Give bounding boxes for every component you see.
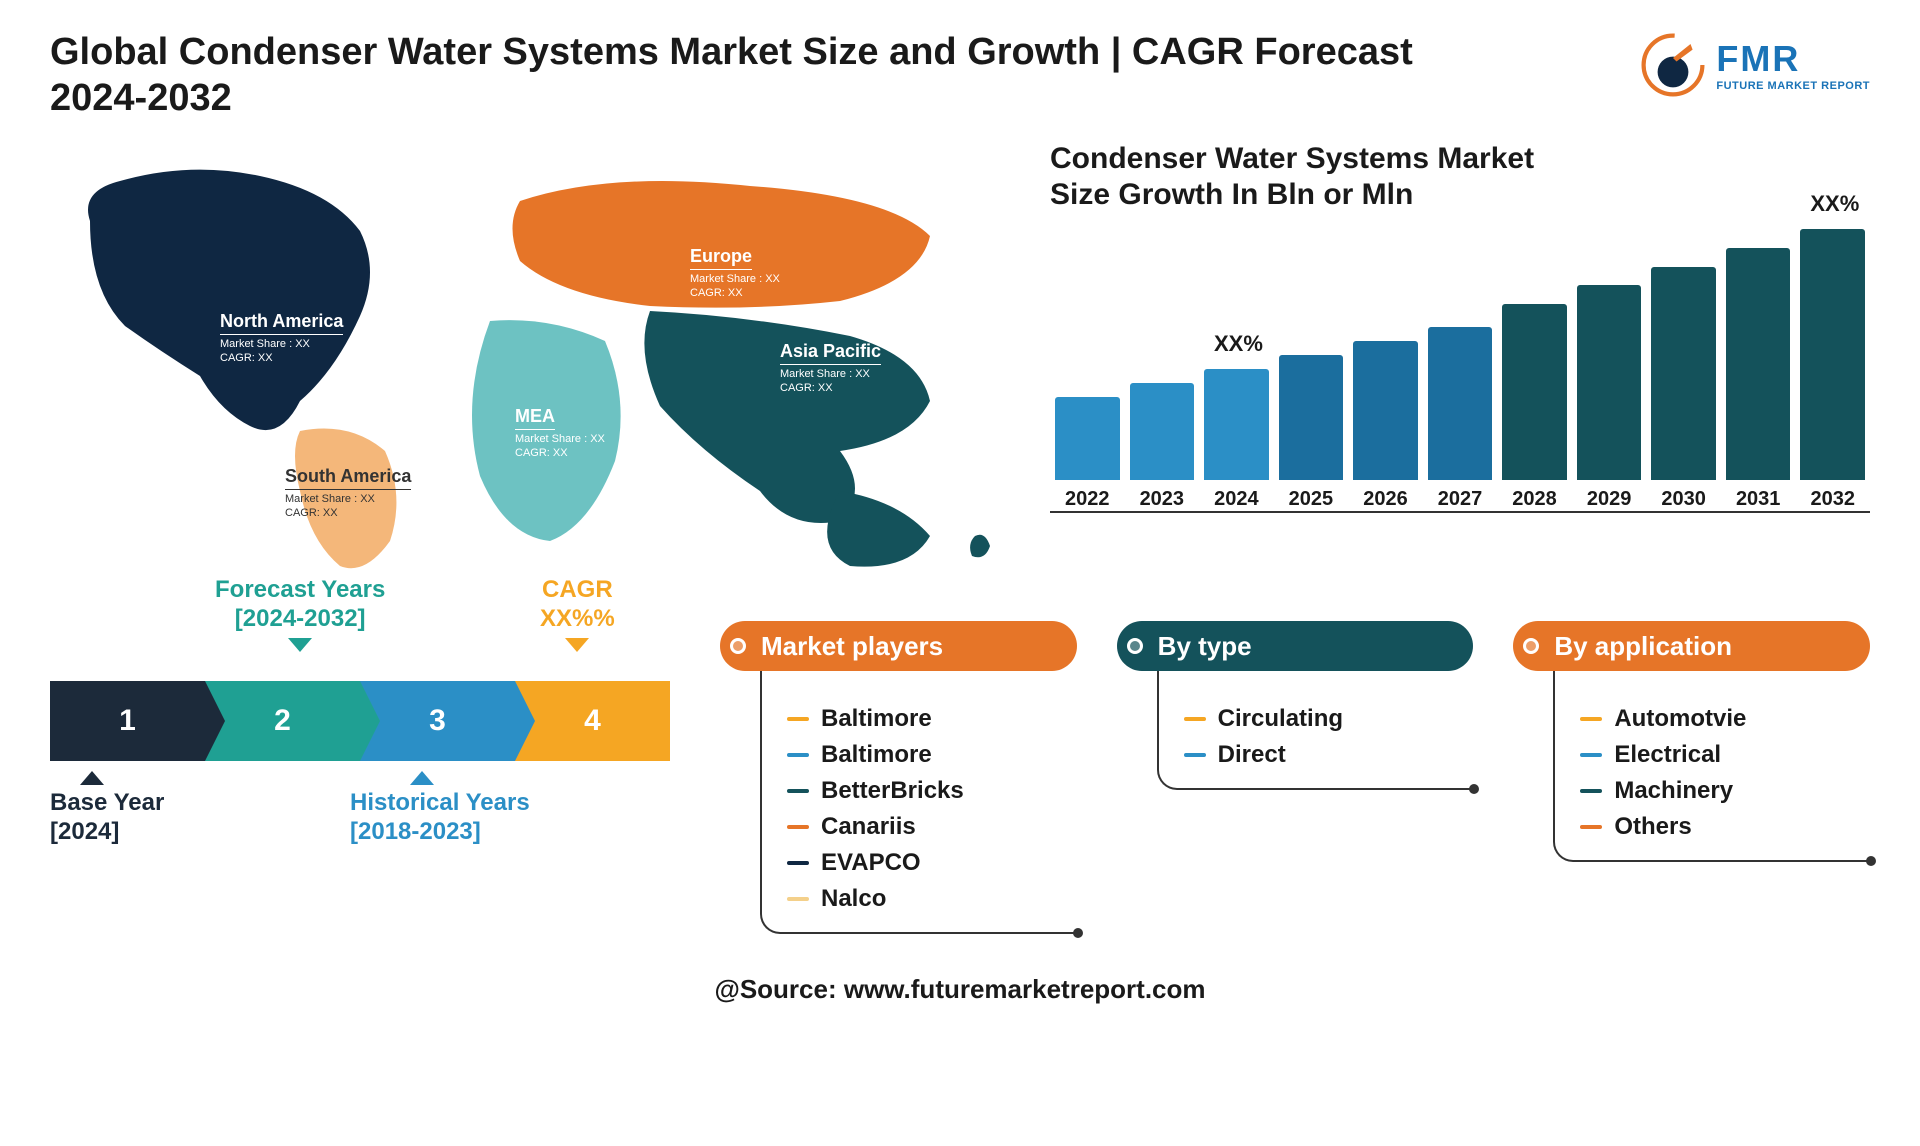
bar-2022: 2022: [1055, 397, 1120, 512]
map-region-south-america: South AmericaMarket Share : XXCAGR: XX: [285, 466, 411, 521]
bar-2029: 2029: [1577, 285, 1642, 511]
bar-2025: 2025: [1279, 355, 1344, 511]
bar-chart: 2022202320242025202620272028202920302031…: [1050, 233, 1870, 513]
map-region-europe: EuropeMarket Share : XXCAGR: XX: [690, 246, 780, 301]
bar-2023: 2023: [1130, 383, 1195, 512]
category-item: EVAPCO: [787, 845, 1057, 881]
category-item: BetterBricks: [787, 773, 1057, 809]
bar-2032: 2032: [1800, 229, 1865, 511]
category-item: Direct: [1184, 737, 1454, 773]
map-region-mea: MEAMarket Share : XXCAGR: XX: [515, 406, 605, 461]
category-list: BaltimoreBaltimoreBetterBricksCanariisEV…: [760, 696, 1077, 934]
category-item: Electrical: [1580, 737, 1850, 773]
bar-2026: 2026: [1353, 341, 1418, 511]
map-region-asia-pacific: Asia PacificMarket Share : XXCAGR: XX: [780, 341, 881, 396]
category-header: Market players: [720, 621, 1077, 671]
bar-2024: 2024: [1204, 369, 1269, 511]
category-header: By application: [1513, 621, 1870, 671]
category-list: AutomotvieElectricalMachineryOthers: [1553, 696, 1870, 862]
timeline-cagr-label: CAGR XX%%: [540, 576, 615, 652]
category-item: Others: [1580, 809, 1850, 845]
category-item: Circulating: [1184, 701, 1454, 737]
bar-chart-section: Condenser Water Systems Market Size Grow…: [1050, 141, 1870, 513]
world-map: North AmericaMarket Share : XXCAGR: XX So…: [50, 141, 1010, 581]
category-by-type: By type CirculatingDirect: [1117, 621, 1474, 934]
category-list: CirculatingDirect: [1157, 696, 1474, 790]
timeline-segment-2: 2: [205, 681, 360, 761]
logo-icon: [1638, 30, 1708, 100]
timeline-bar: 1234: [50, 681, 670, 761]
logo: FMR FUTURE MARKET REPORT: [1638, 30, 1870, 100]
bar-2027: 2027: [1428, 327, 1493, 511]
category-item: Baltimore: [787, 701, 1057, 737]
bar-2031: 2031: [1726, 248, 1791, 511]
map-region-north-america: North AmericaMarket Share : XXCAGR: XX: [220, 311, 343, 366]
logo-text-main: FMR: [1716, 38, 1870, 80]
page-title: Global Condenser Water Systems Market Si…: [50, 30, 1450, 121]
bar-annotation: XX%: [1214, 331, 1263, 357]
category-by-application: By application AutomotvieElectricalMachin…: [1513, 621, 1870, 934]
bar-annotation: XX%: [1810, 191, 1859, 217]
source-text: @Source: www.futuremarketreport.com: [50, 974, 1870, 1005]
timeline-historical-label: Historical Years [2018-2023]: [350, 771, 530, 847]
category-header: By type: [1117, 621, 1474, 671]
logo-text-sub: FUTURE MARKET REPORT: [1716, 80, 1870, 92]
category-item: Canariis: [787, 809, 1057, 845]
category-item: Nalco: [787, 881, 1057, 917]
chart-title: Condenser Water Systems Market Size Grow…: [1050, 141, 1550, 213]
bar-2030: 2030: [1651, 267, 1716, 512]
category-item: Baltimore: [787, 737, 1057, 773]
bar-2028: 2028: [1502, 304, 1567, 511]
timeline-segment-4: 4: [515, 681, 670, 761]
category-market-players: Market playersBaltimoreBaltimoreBetterBr…: [720, 621, 1077, 934]
category-item: Automotvie: [1580, 701, 1850, 737]
timeline-segment-3: 3: [360, 681, 515, 761]
category-item: Machinery: [1580, 773, 1850, 809]
timeline-segment-1: 1: [50, 681, 205, 761]
timeline-section: Forecast Years [2024-2032] CAGR XX%% 123…: [50, 621, 670, 761]
timeline-forecast-label: Forecast Years [2024-2032]: [215, 576, 385, 652]
timeline-base-label: Base Year [2024]: [50, 771, 164, 847]
